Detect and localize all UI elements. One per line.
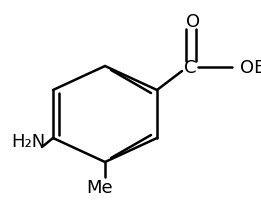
Text: H₂N: H₂N bbox=[11, 132, 45, 150]
Text: OEt: OEt bbox=[240, 59, 261, 77]
Text: Me: Me bbox=[87, 178, 113, 196]
Text: O: O bbox=[186, 13, 200, 31]
Text: C: C bbox=[184, 59, 196, 77]
